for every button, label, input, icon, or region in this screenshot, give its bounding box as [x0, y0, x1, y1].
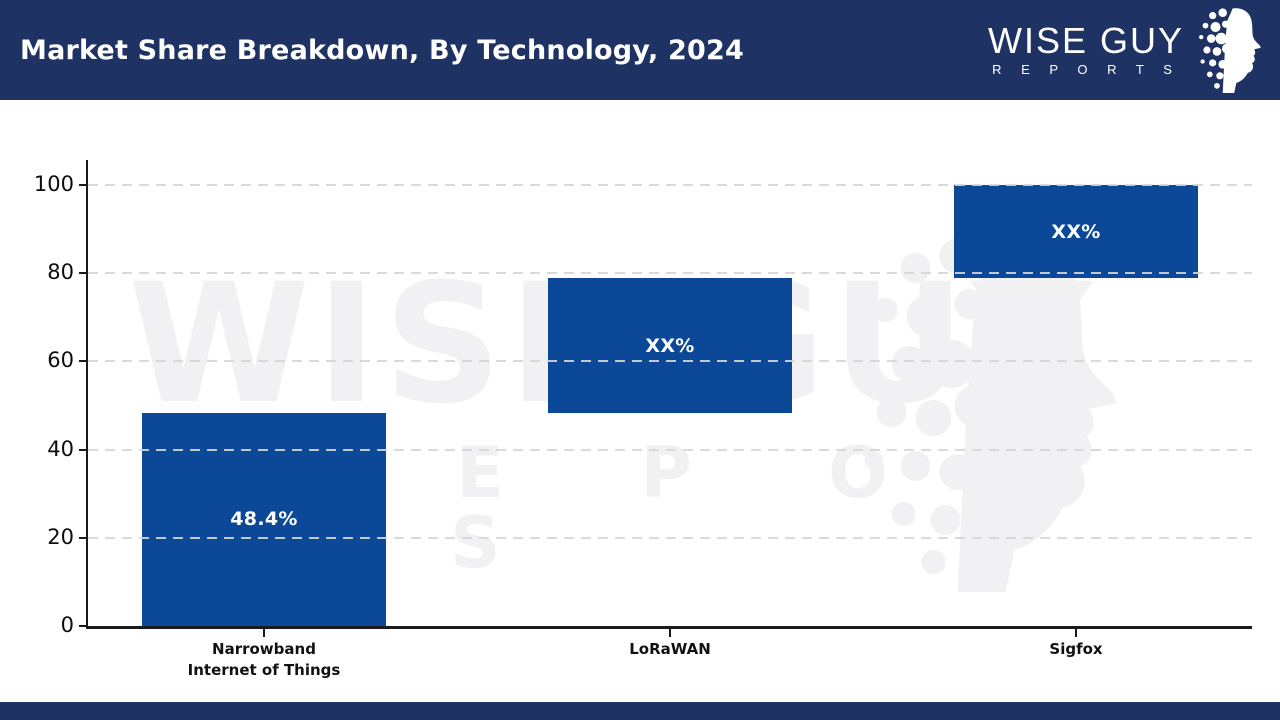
bar-value-label: XX%	[1051, 220, 1101, 243]
category-label-line: Sigfox	[1049, 640, 1103, 658]
x-axis-line	[86, 626, 1252, 629]
y-tick-40	[79, 448, 88, 451]
gridline-60	[88, 360, 1252, 363]
logo-face-icon	[1199, 8, 1261, 93]
logo-reports-text: R E P O R T S	[992, 62, 1180, 77]
y-tick-80	[79, 272, 88, 275]
gridline-100	[88, 184, 1252, 186]
y-tick-label-60: 60	[47, 348, 74, 373]
wise-guy-reports-logo: WISE GUY R E P O R T S	[988, 0, 1266, 100]
bar-sigfox: XX%	[954, 185, 1198, 279]
y-tick-label-100: 100	[33, 172, 74, 196]
y-tick-label-80: 80	[47, 260, 74, 285]
x-tick-1	[263, 629, 265, 637]
logo-text: WISE GUY R E P O R T S	[987, 20, 1184, 78]
watermark-reports-text: R E P O R T S	[266, 432, 1134, 584]
x-tick-3	[1075, 629, 1077, 637]
logo-wordmark: WISE GUY	[987, 20, 1184, 61]
page-title: Market Share Breakdown, By Technology, 2…	[20, 34, 745, 66]
category-label-line: LoRaWAN	[629, 640, 711, 658]
y-axis-line	[86, 160, 88, 629]
category-label-line: Narrowband	[212, 640, 316, 658]
gridline-20	[88, 536, 1252, 539]
x-tick-2	[669, 629, 671, 637]
gridline-80	[88, 272, 1252, 275]
y-tick-60	[79, 360, 88, 363]
bar-narrowband-internet-of-things: 48.4%	[142, 412, 386, 626]
category-label-2: LoRaWAN	[520, 639, 820, 660]
y-tick-20	[79, 536, 88, 539]
category-label-1: Narrowband Internet of Things	[114, 639, 414, 681]
bar-value-label: XX%	[645, 334, 695, 357]
footer-band	[0, 702, 1280, 720]
y-tick-label-20: 20	[47, 524, 74, 549]
y-tick-0	[79, 625, 88, 627]
bar-lorawan: XX%	[548, 278, 792, 413]
y-tick-100	[79, 184, 88, 186]
y-tick-label-0: 0	[60, 613, 74, 637]
y-tick-label-40: 40	[47, 436, 74, 461]
category-label-3: Sigfox	[926, 639, 1226, 660]
category-label-line: Internet of Things	[187, 661, 341, 679]
header-band: Market Share Breakdown, By Technology, 2…	[0, 0, 1280, 100]
bar-value-label: 48.4%	[230, 508, 298, 531]
gridline-40	[88, 448, 1252, 451]
